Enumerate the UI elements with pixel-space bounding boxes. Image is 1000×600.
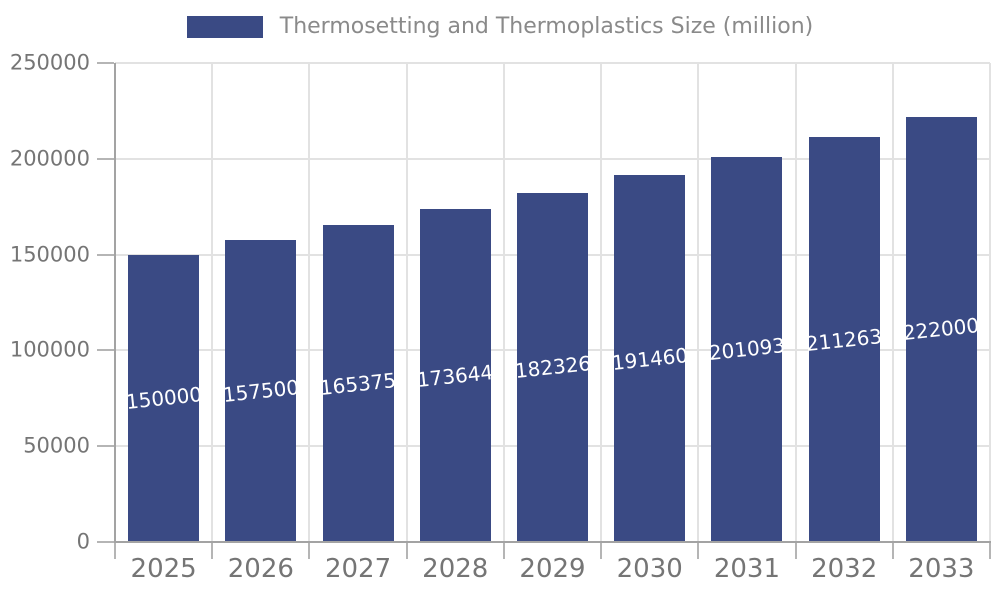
gridline-vertical	[211, 63, 214, 542]
y-axis-tick	[97, 253, 114, 256]
bar-2029	[517, 192, 588, 542]
x-axis-tick-label: 2033	[908, 554, 975, 584]
y-axis-spine	[114, 63, 116, 543]
gridline-vertical	[600, 63, 603, 542]
gridline-vertical	[697, 63, 700, 542]
x-axis-tick	[308, 543, 311, 559]
x-axis-spine	[114, 541, 991, 543]
y-axis-tick	[97, 541, 114, 543]
bar-2030	[614, 175, 686, 542]
x-axis-tick-label: 2030	[616, 554, 683, 584]
y-axis-tick	[97, 157, 114, 160]
x-axis-tick	[405, 543, 408, 559]
x-axis-tick	[697, 543, 700, 559]
gridline-horizontal	[115, 157, 990, 160]
gridline-vertical	[502, 63, 505, 542]
x-axis-tick	[114, 543, 116, 559]
bar-2031	[711, 156, 783, 542]
y-axis-tick-label: 100000	[9, 337, 90, 362]
x-axis-tick-label: 2028	[422, 554, 489, 584]
gridline-vertical	[308, 63, 311, 542]
x-axis-tick	[211, 543, 214, 559]
y-axis-tick	[97, 445, 114, 448]
y-axis-tick-label: 250000	[9, 50, 90, 75]
plot-area: 150000 157500 165375 173644 182326 191460 2010…	[115, 62, 991, 542]
x-axis-tick	[891, 543, 894, 559]
gridline-vertical	[405, 63, 408, 542]
gridline-horizontal	[115, 62, 990, 64]
y-axis-tick	[97, 62, 114, 64]
gridline-vertical	[891, 63, 894, 542]
y-axis-tick	[97, 349, 114, 352]
y-axis-tick-label: 150000	[9, 242, 90, 267]
x-axis-tick-label: 2026	[227, 554, 294, 584]
x-axis-tick-label: 2031	[713, 554, 781, 584]
legend-label: Thermosetting and Thermoplastics Size (m…	[279, 14, 814, 39]
bar-2033	[905, 116, 977, 542]
bar-2027	[322, 225, 394, 542]
x-axis: 2025 2026 2027 2028 2029 2030 2031 2032 2033	[114, 543, 991, 600]
y-axis: 0 50000 100000 150000 200000 250000	[0, 52, 114, 552]
x-axis-tick	[502, 543, 505, 559]
x-axis-tick	[794, 543, 797, 559]
x-axis-tick	[600, 543, 603, 559]
gridline-vertical	[989, 63, 991, 542]
gridline-vertical	[794, 63, 797, 542]
bar-2026	[225, 240, 297, 542]
y-axis-tick-label: 50000	[23, 433, 90, 458]
y-axis-tick-label: 200000	[9, 146, 90, 171]
y-axis-tick-label: 0	[76, 529, 90, 554]
x-axis-tick	[989, 543, 991, 559]
legend-swatch	[186, 16, 263, 39]
bar-2025	[128, 254, 200, 542]
x-axis-tick-label: 2027	[324, 554, 392, 584]
bar-2028	[419, 209, 491, 542]
x-axis-tick-label: 2025	[130, 554, 197, 584]
x-axis-tick-label: 2032	[811, 554, 878, 584]
x-axis-tick-label: 2029	[519, 554, 586, 584]
bar-2032	[808, 137, 880, 542]
legend: Thermosetting and Thermoplastics Size (m…	[0, 14, 1000, 40]
